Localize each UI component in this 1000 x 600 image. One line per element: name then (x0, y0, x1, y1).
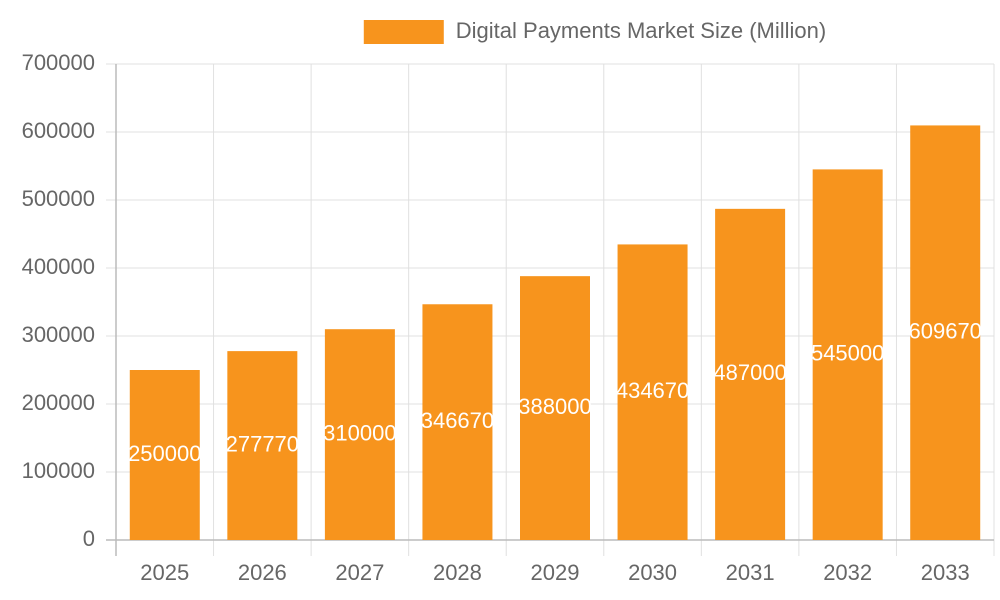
bar (715, 208, 786, 540)
data-label: 388000 (518, 394, 591, 419)
bar (520, 276, 590, 540)
data-label: 250000 (128, 441, 201, 466)
data-label: 277770 (226, 431, 299, 456)
y-tick-label: 0 (83, 526, 95, 551)
x-tick-label: 2028 (433, 560, 482, 585)
x-tick-label: 2033 (921, 560, 970, 585)
bar (129, 370, 200, 540)
x-tick-label: 2032 (823, 560, 872, 585)
bar (324, 329, 395, 540)
data-label: 487000 (713, 360, 786, 385)
data-label: 346670 (421, 408, 494, 433)
y-tick-label: 200000 (22, 390, 95, 415)
legend-label: Digital Payments Market Size (Million) (456, 18, 826, 43)
x-tick-label: 2030 (628, 560, 677, 585)
bar (910, 125, 981, 540)
y-tick-label: 700000 (22, 50, 95, 75)
y-tick-label: 100000 (22, 458, 95, 483)
bar (227, 351, 298, 540)
bar (422, 304, 493, 540)
y-tick-label: 500000 (22, 186, 95, 211)
y-tick-label: 600000 (22, 118, 95, 143)
data-label: 609670 (909, 319, 982, 344)
x-tick-label: 2026 (238, 560, 287, 585)
bar (617, 244, 688, 541)
x-tick-label: 2029 (531, 560, 580, 585)
legend-swatch (363, 20, 444, 44)
bar (812, 169, 883, 540)
data-label: 310000 (323, 420, 396, 445)
data-label: 434670 (616, 378, 689, 403)
x-tick-label: 2025 (140, 560, 189, 585)
x-tick-label: 2027 (335, 560, 384, 585)
x-tick-label: 2031 (726, 560, 775, 585)
data-label: 545000 (811, 341, 884, 366)
y-tick-label: 300000 (22, 322, 95, 347)
y-tick-label: 400000 (22, 254, 95, 279)
